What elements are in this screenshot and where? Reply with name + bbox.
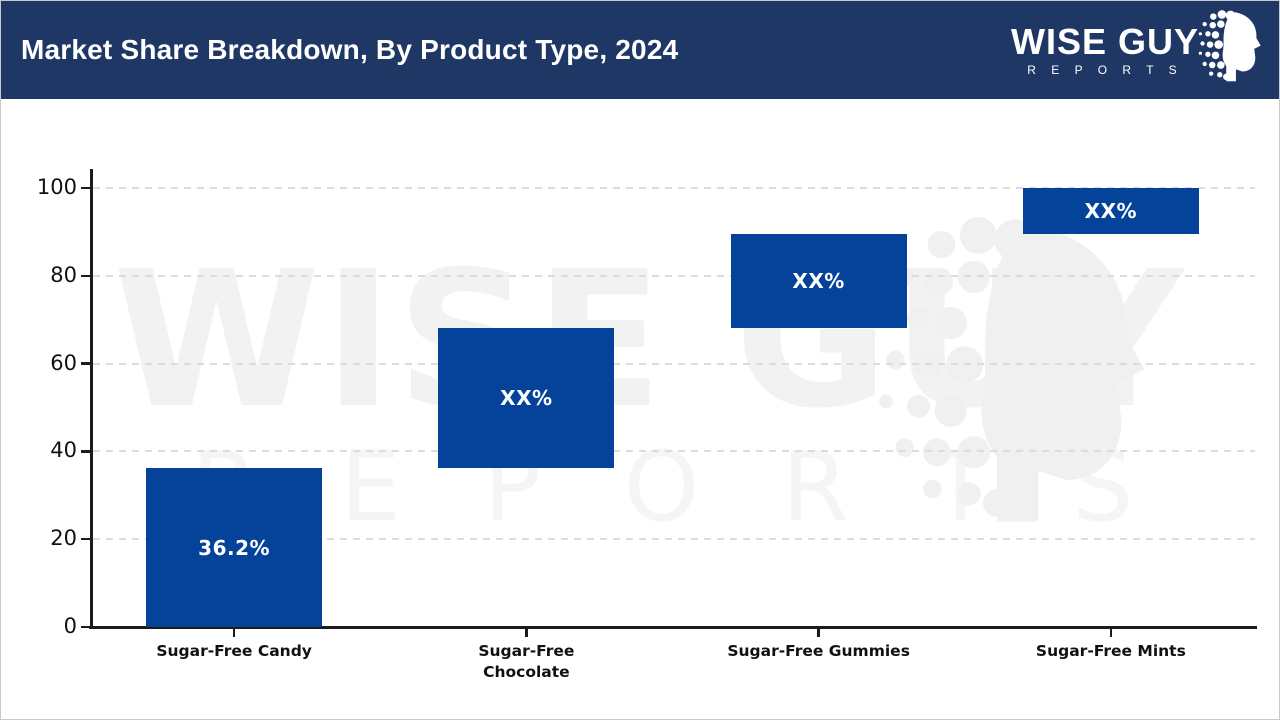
bar-value-label-sugar-free-gummies: XX% (792, 269, 845, 294)
bar-sugar-free-gummies (730, 234, 907, 329)
x-tick-sugar-free-chocolate (525, 629, 528, 637)
gridline-40 (93, 450, 1255, 453)
y-tick-label-80: 80 (50, 262, 77, 287)
bar-value-label-sugar-free-mints: XX% (1084, 199, 1138, 224)
y-tick-60 (81, 362, 90, 365)
y-tick-80 (81, 274, 90, 278)
y-tick-100 (81, 186, 90, 190)
y-tick-label-40: 40 (50, 438, 77, 463)
wiseguy-logo-name: WISE GUY (1010, 20, 1199, 62)
x-tick-sugar-free-candy (232, 629, 236, 637)
bar-sugar-free-chocolate (438, 328, 615, 469)
bar-sugar-free-candy (146, 468, 323, 627)
x-tick-sugar-free-gummies (817, 629, 820, 637)
gridline-80 (93, 274, 1255, 277)
bar-value-label-sugar-free-candy: 36.2% (198, 535, 271, 560)
x-tick-label-sugar-free-candy: Sugar-Free Candy (156, 642, 312, 660)
wiseguy-logo-subtitle: R E P O R T S (1027, 62, 1183, 77)
y-tick-20 (81, 537, 90, 541)
x-tick-label-sugar-free-gummies: Sugar-Free Gummies (727, 642, 910, 660)
y-tick-0 (81, 625, 90, 629)
x-tick-label-sugar-free-chocolate: Sugar-Free Chocolate (478, 642, 575, 681)
x-axis-line (89, 626, 1257, 629)
y-tick-label-20: 20 (50, 526, 77, 551)
gridline-20 (93, 538, 1255, 541)
wiseguy-logo: WISE GUY R E P O R T S (1010, 9, 1265, 91)
x-tick-sugar-free-mints (1109, 629, 1113, 637)
y-axis-line (90, 169, 93, 629)
wiseguy-logo-text: WISE GUY R E P O R T S (1010, 20, 1199, 77)
chart-title: Market Share Breakdown, By Product Type,… (21, 34, 679, 65)
wiseguy-head-icon (1198, 9, 1261, 81)
x-tick-label-sugar-free-mints: Sugar-Free Mints (1035, 642, 1186, 660)
y-tick-label-60: 60 (50, 350, 77, 375)
gridline-60 (93, 362, 1255, 365)
gridline-100 (93, 187, 1255, 189)
header-bar: Market Share Breakdown, By Product Type,… (1, 1, 1279, 99)
y-tick-label-0: 0 (63, 614, 77, 638)
bar-value-label-sugar-free-chocolate: XX% (500, 386, 553, 411)
y-tick-label-100: 100 (36, 175, 77, 199)
y-tick-40 (81, 450, 90, 453)
